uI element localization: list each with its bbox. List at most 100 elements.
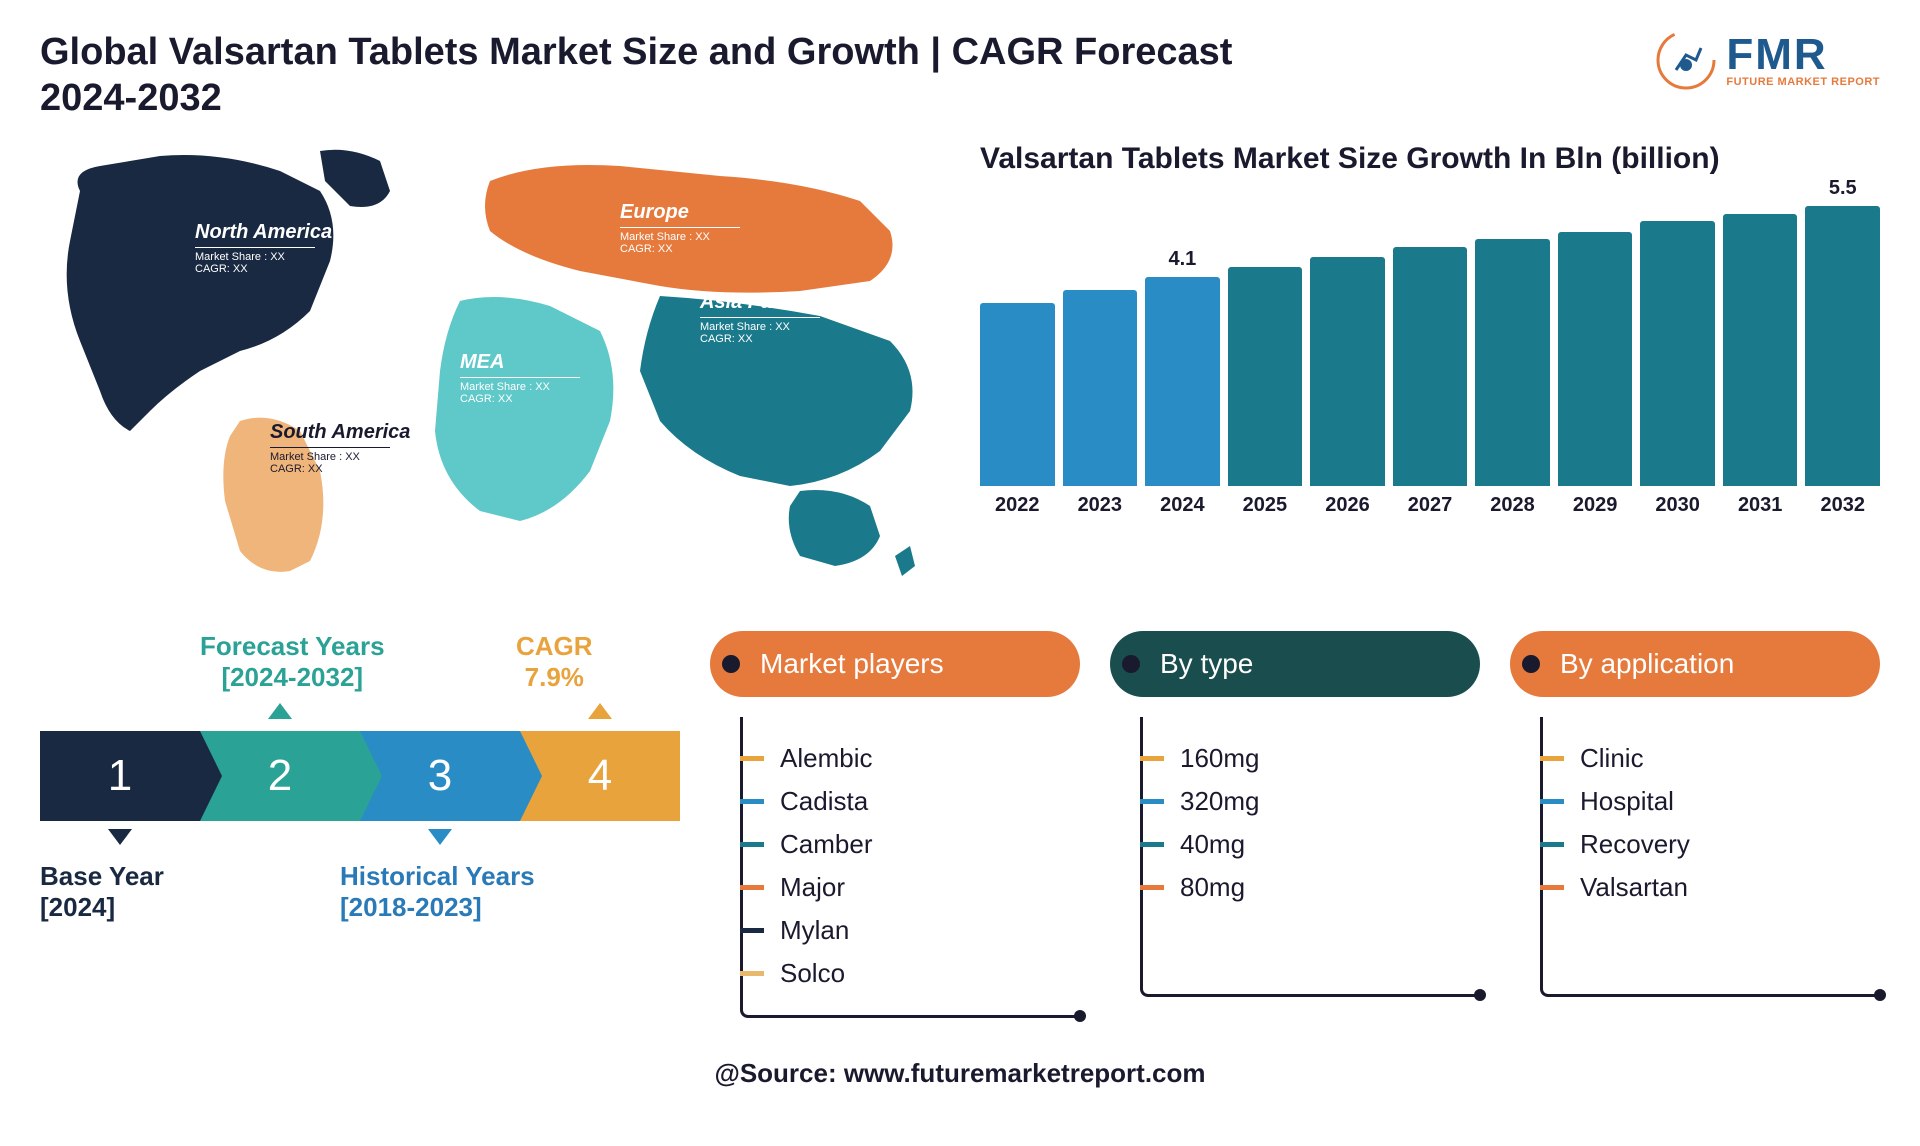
list-item: 160mg [1143,737,1480,780]
category-list: 160mg 320mg 40mg 80mg [1140,717,1480,997]
bar-year-label: 2026 [1325,494,1370,517]
list-item: 40mg [1143,823,1480,866]
list-dash-icon [1540,885,1564,890]
region-label-south-america: South AmericaMarket Share : XXCAGR: XX [270,421,410,475]
categories: Market players Alembic Cadista Camber Ma… [710,631,1880,1018]
list-item: Mylan [743,909,1080,952]
bar-year-label: 2025 [1243,494,1288,517]
list-item-text: Camber [780,829,872,860]
list-item-text: 320mg [1180,786,1260,817]
bar-year-label: 2027 [1408,494,1453,517]
chart-title: Valsartan Tablets Market Size Growth In … [980,141,1880,177]
list-item: Major [743,866,1080,909]
arrow-down-3 [428,829,452,845]
logo: FMR FUTURE MARKET REPORT [1656,30,1880,90]
list-item-text: Recovery [1580,829,1690,860]
logo-fmr-text: FMR [1726,33,1880,77]
list-item-text: Mylan [780,915,849,946]
list-item: Clinic [1543,737,1880,780]
region-label-europe: EuropeMarket Share : XXCAGR: XX [620,201,740,255]
pill-title: Market players [760,648,944,680]
bar-rect [1228,267,1303,486]
bar-2025: 2025 [1228,238,1303,517]
list-item-text: Alembic [780,743,872,774]
list-dash-icon [740,885,764,890]
list-dash-icon [740,971,764,976]
region-label-mea: MEAMarket Share : XXCAGR: XX [460,351,580,405]
bar-rect [1640,221,1715,486]
fmr-logo-icon [1656,30,1716,90]
category-list: Alembic Cadista Camber Major Mylan Solco [740,717,1080,1018]
bar-2026: 2026 [1310,228,1385,517]
region-mea [435,297,613,521]
bar-rect [1310,257,1385,486]
list-item: Solco [743,952,1080,995]
list-item-text: 40mg [1180,829,1245,860]
list-dash-icon [1540,842,1564,847]
list-dash-icon [1140,885,1164,890]
bar-2032: 5.5 2032 [1805,177,1880,517]
bar-2028: 2028 [1475,210,1550,517]
list-item: Camber [743,823,1080,866]
list-item: 80mg [1143,866,1480,909]
bar-2022: 2022 [980,274,1055,517]
list-dash-icon [1140,842,1164,847]
list-item-text: 80mg [1180,872,1245,903]
timeline-base-year-label: Base Year[2024] [40,861,164,923]
pill-dot-icon [722,655,740,673]
list-dash-icon [740,928,764,933]
bar-year-label: 2024 [1160,494,1205,517]
timeline: Forecast Years[2024-2032] CAGR7.9% 1234 … [40,631,680,1018]
bar-year-label: 2032 [1820,494,1865,517]
bar-2029: 2029 [1558,203,1633,518]
bar-chart: Valsartan Tablets Market Size Growth In … [980,141,1880,581]
bar-2023: 2023 [1063,261,1138,517]
bar-rect [1558,232,1633,487]
region-label-asia-pacific: Asia PacificMarket Share : XXCAGR: XX [700,291,820,345]
list-item-text: Hospital [1580,786,1674,817]
bar-year-label: 2028 [1490,494,1535,517]
logo-subtitle: FUTURE MARKET REPORT [1726,77,1880,88]
category-by-type: By type 160mg 320mg 40mg 80mg [1110,631,1480,1018]
bar-year-label: 2030 [1655,494,1700,517]
top-section: North AmericaMarket Share : XXCAGR: XX So… [40,141,1880,581]
list-item: Cadista [743,780,1080,823]
list-item: Hospital [1543,780,1880,823]
arrow-down-1 [108,829,132,845]
bar-2030: 2030 [1640,192,1715,517]
timeline-cagr-label: CAGR7.9% [516,631,593,693]
list-item-text: Valsartan [1580,872,1688,903]
bar-value: 4.1 [1168,248,1196,272]
timeline-seg-1: 1 [40,731,200,821]
header: Global Valsartan Tablets Market Size and… [40,30,1880,121]
timeline-seg-4: 4 [520,731,680,821]
region-north-america [67,155,334,431]
list-item-text: 160mg [1180,743,1260,774]
list-item: 320mg [1143,780,1480,823]
list-dash-icon [1140,799,1164,804]
category-list: Clinic Hospital Recovery Valsartan [1540,717,1880,997]
bar-rect [980,303,1055,486]
bar-2024: 4.1 2024 [1145,248,1220,517]
list-dash-icon [1540,799,1564,804]
pill-title: By application [1560,648,1734,680]
category-pill: By application [1510,631,1880,697]
pill-dot-icon [1122,655,1140,673]
list-item-text: Clinic [1580,743,1644,774]
timeline-seg-2: 2 [200,731,360,821]
bar-rect [1063,290,1138,486]
bars-container: 2022 2023 4.1 2024 2025 2026 2027 2028 20… [980,197,1880,517]
bar-year-label: 2029 [1573,494,1618,517]
bar-rect [1393,247,1468,486]
arrow-up-2 [268,703,292,719]
source-text: @Source: www.futuremarketreport.com [40,1058,1880,1089]
list-dash-icon [740,842,764,847]
list-item-text: Solco [780,958,845,989]
pill-title: By type [1160,648,1253,680]
bar-year-label: 2023 [1078,494,1123,517]
bar-rect [1475,239,1550,486]
page-title: Global Valsartan Tablets Market Size and… [40,30,1340,121]
region-label-north-america: North AmericaMarket Share : XXCAGR: XX [195,221,332,275]
list-item-text: Cadista [780,786,868,817]
bottom-section: Forecast Years[2024-2032] CAGR7.9% 1234 … [40,631,1880,1018]
